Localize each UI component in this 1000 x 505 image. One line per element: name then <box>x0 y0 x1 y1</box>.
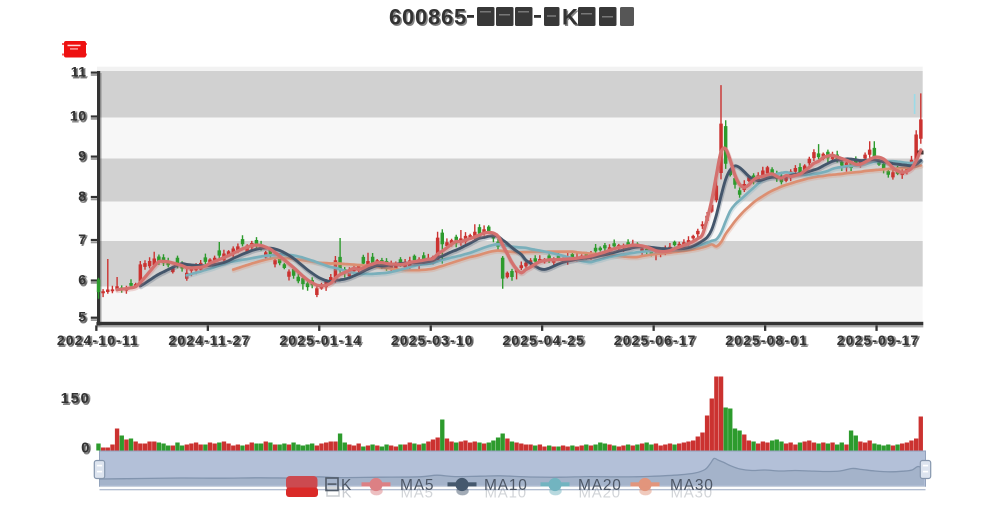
svg-text:8: 8 <box>80 189 88 205</box>
svg-text:7: 7 <box>80 232 88 248</box>
svg-text:2025-09-17: 2025-09-17 <box>838 334 921 350</box>
svg-text:2024-10-11: 2024-10-11 <box>57 332 139 348</box>
svg-text:MA10: MA10 <box>484 477 528 494</box>
svg-text:5: 5 <box>80 311 88 327</box>
svg-text:11: 11 <box>71 64 87 80</box>
svg-text:8: 8 <box>80 190 88 206</box>
svg-text:11: 11 <box>72 66 88 82</box>
svg-text:K: K <box>564 6 580 31</box>
svg-text:2025-03-10: 2025-03-10 <box>393 333 476 349</box>
svg-text:2025-03-10: 2025-03-10 <box>391 332 474 348</box>
svg-text:2025-08-01: 2025-08-01 <box>727 333 810 349</box>
svg-text:10: 10 <box>70 108 87 124</box>
svg-text:0: 0 <box>415 5 427 30</box>
svg-text:5: 5 <box>80 309 88 325</box>
svg-text:2024-11-27: 2024-11-27 <box>170 334 252 350</box>
svg-text:6: 6 <box>80 272 88 288</box>
svg-text:2024-11-27: 2024-11-27 <box>168 332 250 348</box>
svg-text:9: 9 <box>80 150 88 166</box>
svg-text:7: 7 <box>78 231 86 247</box>
svg-text:K: K <box>342 485 352 501</box>
svg-text:0: 0 <box>81 440 90 457</box>
svg-text:8: 8 <box>428 5 440 30</box>
svg-text:7: 7 <box>80 233 88 249</box>
svg-text:9: 9 <box>80 148 88 164</box>
svg-text:2025-09-17: 2025-09-17 <box>839 333 922 349</box>
svg-text:MA5: MA5 <box>401 485 434 501</box>
svg-text:0: 0 <box>83 440 92 457</box>
svg-text:K: K <box>562 5 578 30</box>
svg-text:6: 6 <box>80 274 88 290</box>
svg-text:2025-01-14: 2025-01-14 <box>281 334 364 350</box>
svg-text:2025-06-17: 2025-06-17 <box>614 332 697 348</box>
svg-text:11: 11 <box>73 64 89 80</box>
svg-text:2025-09-17: 2025-09-17 <box>837 332 920 348</box>
svg-text:2025-06-17: 2025-06-17 <box>616 333 699 349</box>
svg-text:6: 6 <box>391 6 403 31</box>
svg-text:2025-06-17: 2025-06-17 <box>615 334 698 350</box>
svg-text:0: 0 <box>402 5 414 30</box>
svg-text:2025-01-14: 2025-01-14 <box>279 332 362 348</box>
svg-text:0: 0 <box>417 6 429 31</box>
svg-text:K: K <box>341 477 352 494</box>
svg-text:0: 0 <box>404 6 416 31</box>
svg-text:2024-10-11: 2024-10-11 <box>59 333 141 349</box>
svg-text:5: 5 <box>78 309 86 325</box>
svg-text:MA5: MA5 <box>400 477 434 494</box>
svg-text:2025-04-25: 2025-04-25 <box>502 332 585 348</box>
svg-text:5: 5 <box>456 6 468 31</box>
svg-text:MA20: MA20 <box>578 477 622 494</box>
svg-text:0: 0 <box>82 442 91 459</box>
svg-text:6: 6 <box>78 272 86 288</box>
svg-text:MA10: MA10 <box>485 485 527 501</box>
svg-text:10: 10 <box>71 110 88 126</box>
svg-text:6: 6 <box>443 6 455 31</box>
svg-text:10: 10 <box>72 108 89 124</box>
svg-text:2025-01-14: 2025-01-14 <box>282 333 365 349</box>
svg-text:2025-08-01: 2025-08-01 <box>725 332 808 348</box>
svg-text:2025-04-25: 2025-04-25 <box>505 333 588 349</box>
svg-text:9: 9 <box>78 148 86 164</box>
svg-text:2024-11-27: 2024-11-27 <box>171 333 253 349</box>
svg-text:5: 5 <box>454 5 466 30</box>
svg-text:150: 150 <box>61 390 91 407</box>
svg-text:2025-04-25: 2025-04-25 <box>504 334 587 350</box>
svg-text:6: 6 <box>441 5 453 30</box>
svg-text:8: 8 <box>430 6 442 31</box>
svg-text:6: 6 <box>389 5 401 30</box>
svg-text:2025-03-10: 2025-03-10 <box>392 334 475 350</box>
svg-text:150: 150 <box>63 391 93 408</box>
svg-text:2024-10-11: 2024-10-11 <box>58 334 140 350</box>
svg-text:150: 150 <box>62 392 92 409</box>
svg-text:MA30: MA30 <box>670 477 714 494</box>
svg-text:MA20: MA20 <box>579 485 621 501</box>
svg-text:8: 8 <box>78 188 86 204</box>
svg-text:2025-08-01: 2025-08-01 <box>727 334 810 350</box>
svg-text:MA30: MA30 <box>671 485 713 501</box>
